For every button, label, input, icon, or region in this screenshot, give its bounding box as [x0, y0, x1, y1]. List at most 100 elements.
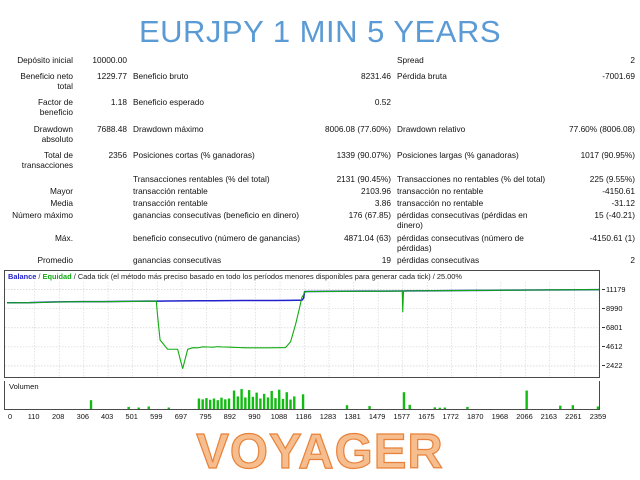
volume-bar	[251, 396, 255, 409]
row-value-3: 15 (-40.21)	[594, 210, 635, 221]
x-axis-tick: 306	[76, 412, 89, 421]
x-axis-tick: 0	[7, 412, 13, 421]
row-label-1: Total de transacciones	[21, 149, 73, 170]
row-label-1: Número máximo	[12, 210, 73, 221]
volume-bar	[212, 398, 216, 409]
volume-bar	[201, 399, 204, 409]
row-label-3	[395, 94, 555, 120]
equity-chart[interactable]: Balance / Equidad / Cada tick (el método…	[4, 270, 600, 378]
volume-panel[interactable]: Volumen	[4, 381, 600, 410]
volume-svg	[89, 389, 599, 409]
table-row: Total de transacciones 2356 Posiciones cor…	[3, 147, 637, 173]
row-value-2: 176 (67.85)	[348, 210, 391, 221]
table-row: Promedio ganancias consecutivas 19 pérdidas…	[3, 254, 637, 266]
volume-bar	[167, 407, 171, 409]
volume-bar	[137, 407, 140, 409]
row-label-3: transacción no rentable	[397, 186, 484, 197]
volume-bar	[209, 399, 212, 409]
table-row: Depósito inicial 10000.00 Spread 2	[3, 52, 637, 68]
x-axis-tick: 892	[223, 412, 237, 421]
row-value-2: 3.86	[374, 198, 391, 209]
x-axis-tick: 795	[199, 412, 212, 421]
page-title: EURJPY 1 MIN 5 YEARS	[138, 14, 502, 49]
row-value-2: 2103.96	[361, 186, 391, 197]
row-label-1: Máx.	[55, 232, 73, 243]
row-value-1	[75, 185, 131, 197]
volume-bar	[285, 392, 288, 409]
volume-bar	[220, 397, 223, 409]
x-axis-tick: 697	[174, 412, 188, 421]
row-label-3: pérdidas consecutivas	[397, 254, 480, 265]
volume-bar	[433, 407, 437, 409]
row-label-1: Beneficio neto total	[20, 71, 73, 92]
row-label-1: Depósito inicial	[17, 55, 73, 65]
row-label-1: Mayor	[49, 186, 73, 197]
volume-bar	[571, 405, 575, 409]
row-value-3: -7001.69	[602, 71, 635, 82]
watermark-voyager: VOYAGER	[196, 424, 444, 479]
row-label-1: Drawdown absoluto	[33, 123, 73, 144]
row-value-2	[309, 52, 395, 68]
volume-bar	[224, 399, 227, 409]
volume-bar	[240, 389, 243, 409]
volume-bar	[244, 397, 247, 409]
row-label-3: Posiciones largas (% ganadoras)	[397, 149, 519, 160]
volume-bar	[443, 407, 447, 409]
row-value-1: 1229.77	[97, 71, 127, 82]
row-value-2: 19	[381, 254, 391, 265]
row-label-3: Drawdown relativo	[397, 123, 466, 134]
row-value-3: 77.60% (8006.08)	[569, 123, 635, 134]
row-value-1	[75, 254, 131, 266]
x-axis-tick: 2066	[516, 412, 533, 421]
x-axis-tick: 1772	[442, 412, 459, 421]
row-label-2: transacción rentable	[133, 198, 208, 209]
row-label-2: ganancias consecutivas (beneficio en din…	[133, 210, 300, 221]
volume-bar	[438, 407, 442, 409]
row-label-3: pérdidas consecutivas (número de pérdida…	[397, 232, 524, 253]
x-axis-tick: 2359	[589, 412, 607, 421]
row-label-2: Beneficio esperado	[133, 97, 205, 108]
row-label-2: Posiciones cortas (% ganadoras)	[133, 149, 255, 160]
row-label-1: Media	[50, 198, 73, 209]
row-label-2: Drawdown máximo	[133, 123, 204, 134]
row-label-2: Transacciones rentables (% del total)	[133, 173, 270, 184]
row-value-3: 1017 (90.95%)	[580, 149, 635, 160]
row-value-1: 7688.48	[97, 123, 127, 134]
row-value-1	[75, 197, 131, 209]
table-row: Beneficio neto total 1229.77 Beneficio bru…	[3, 68, 637, 94]
x-axis-tick: 2261	[565, 412, 582, 421]
table-row: Media transacción rentable 3.86 transacción…	[3, 197, 637, 209]
row-value-1: 10000.00	[92, 55, 127, 65]
volume-bar	[408, 404, 411, 409]
volume-bar	[255, 392, 258, 409]
row-label-2: Beneficio bruto	[133, 71, 189, 82]
x-axis-tick: 2163	[540, 412, 558, 421]
row-label-3: Transacciones no rentables (% del total)	[397, 173, 546, 184]
y-axis-tick: 6801	[601, 322, 623, 332]
series-line-equidad	[6, 289, 599, 369]
volume-bar	[274, 398, 277, 409]
y-axis: 11179 8990 6801 4612 2422	[601, 270, 640, 382]
volume-bar	[205, 398, 208, 409]
row-label-3: pérdidas consecutivas (pérdidas en diner…	[397, 210, 528, 231]
y-axis-tick: 2422	[601, 360, 623, 370]
volume-bar	[147, 406, 150, 409]
legend-equity: Equidad	[42, 272, 72, 281]
volume-bar	[289, 399, 292, 409]
row-value-3: -4150.61 (1)	[589, 232, 635, 243]
row-value-2: 8006.08 (77.60%)	[325, 123, 391, 134]
row-value-2: 4871.04 (63)	[343, 232, 391, 243]
x-axis-tick: 1283	[319, 412, 337, 421]
x-axis-tick: 1870	[467, 412, 484, 421]
row-value-3	[555, 94, 637, 120]
row-label-1	[3, 173, 75, 185]
row-label-3: transacción no rentable	[397, 198, 484, 209]
x-axis-tick: 501	[125, 412, 138, 421]
x-axis-tick: 1968	[491, 412, 509, 421]
x-axis-tick: 110	[27, 412, 40, 421]
volume-bar	[216, 400, 219, 409]
row-value-3: -31.12	[611, 198, 635, 209]
volume-bar	[232, 390, 236, 409]
volume-bar	[596, 406, 599, 409]
volume-bar	[89, 400, 93, 409]
